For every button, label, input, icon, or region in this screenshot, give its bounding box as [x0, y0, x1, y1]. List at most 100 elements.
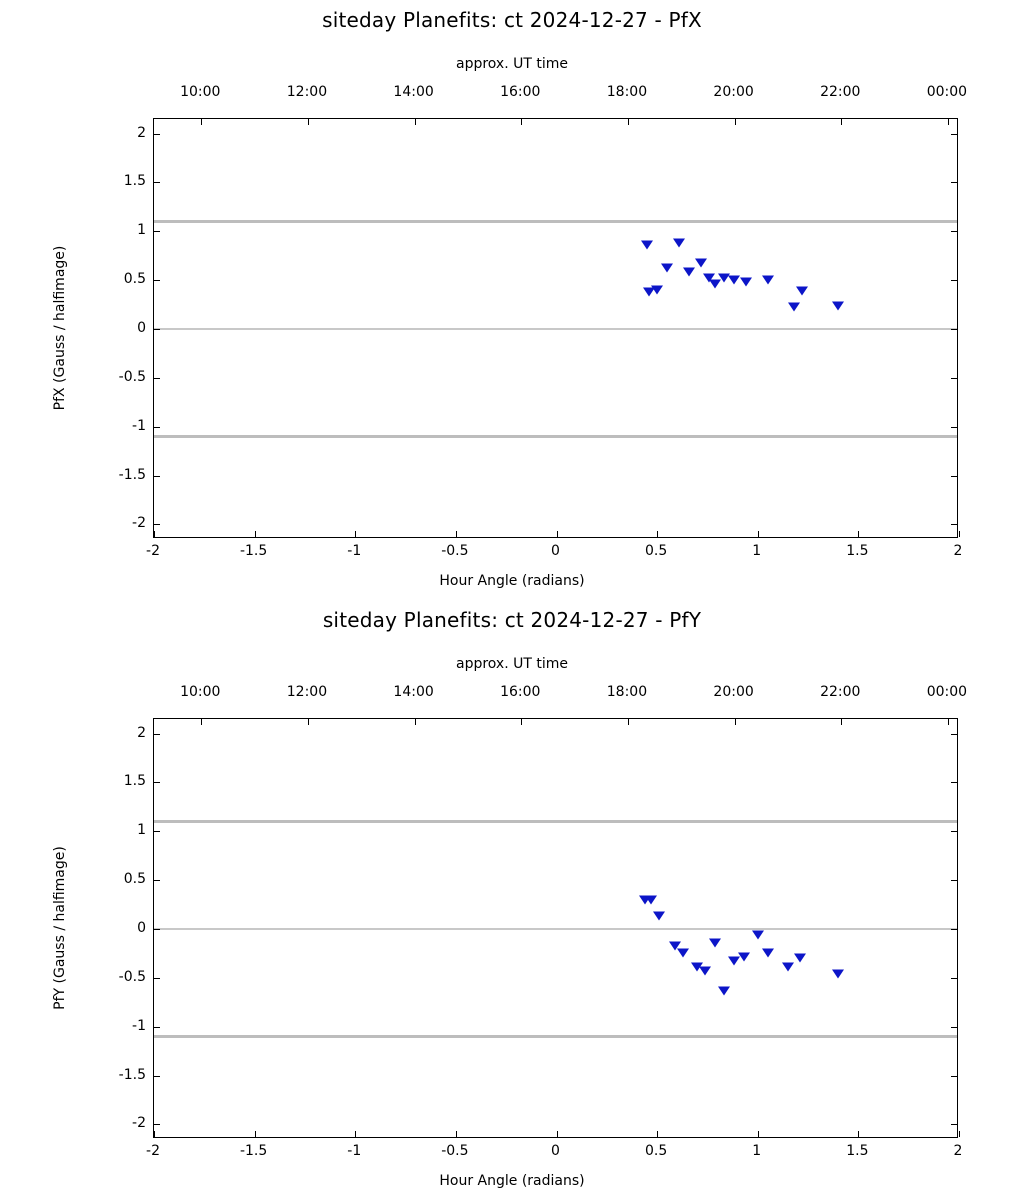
y-axis-tick [154, 524, 160, 526]
top-axis-tick [414, 119, 416, 125]
y-axis-tick [154, 377, 160, 379]
top-axis-tick-label: 22:00 [820, 684, 861, 700]
data-point-marker [794, 953, 806, 963]
x-axis-title: Hour Angle (radians) [439, 573, 585, 589]
top-axis-tick-label: 12:00 [286, 84, 328, 100]
data-point-marker [651, 285, 664, 295]
data-point-marker [661, 263, 674, 273]
data-point-marker [709, 938, 722, 948]
x-axis-tick-label: 2 [953, 1143, 963, 1159]
top-axis-tick [627, 719, 629, 725]
y-axis-tick-label: 2 [137, 124, 146, 141]
top-axis-tick-label: 18:00 [606, 684, 648, 700]
x-axis-tick [154, 1131, 155, 1137]
discard-threshold-line [154, 434, 957, 438]
data-point-marker [643, 287, 656, 297]
x-axis-tick-label: -1.5 [239, 543, 268, 559]
y-axis-tick-right [951, 929, 957, 930]
y-axis-tick [154, 782, 160, 784]
x-axis-tick-label: -0.5 [441, 1143, 469, 1159]
top-axis-tick-label: 10:00 [180, 84, 221, 100]
data-point-marker [761, 275, 774, 285]
zero-reference-line [154, 928, 957, 930]
top-axis-tick-label: 18:00 [606, 84, 648, 100]
y-axis-tick [154, 831, 160, 833]
x-axis-tick [757, 531, 759, 537]
x-axis-tick [455, 531, 457, 537]
x-axis-title-2: Hour Angle (radians) [439, 1173, 585, 1189]
x-axis-tick-label: 2 [953, 543, 963, 559]
top-axis-tick [307, 119, 309, 125]
y-axis-tick [154, 280, 160, 282]
top-axis-title-2: approx. UT time [456, 656, 568, 672]
y-axis-tick [154, 231, 160, 233]
top-axis-tick [201, 119, 203, 125]
data-point-marker [787, 302, 800, 312]
y-axis-tick-right [951, 231, 957, 233]
y-axis-tick-right [951, 831, 957, 833]
y-axis-tick [154, 1075, 160, 1077]
data-point-marker [739, 277, 752, 287]
y-axis-tick-label: 1 [137, 222, 146, 239]
y-axis-tick-label: -2 [132, 515, 146, 532]
data-point-marker [717, 273, 730, 283]
data-point-marker [832, 969, 845, 979]
top-axis-tick-label: 20:00 [713, 84, 754, 100]
y-axis-tick [154, 329, 160, 330]
chart-panel-pfy: siteday Planefits: ct 2024-12-27 - PfY a… [0, 600, 1024, 1200]
x-axis-tick-label: 1.5 [846, 1143, 869, 1159]
data-point-marker [639, 895, 652, 905]
y-axis-tick-label: 1.5 [123, 173, 146, 190]
y-axis-tick-label: 1.5 [123, 773, 146, 790]
discard-threshold-line [154, 1034, 957, 1038]
y-axis-tick-label: -1.5 [118, 1066, 146, 1083]
x-axis-tick-label: -0.5 [441, 543, 469, 559]
top-axis-tick [521, 719, 523, 725]
top-axis-tick-label: 16:00 [500, 684, 541, 700]
data-point-marker [703, 273, 716, 283]
x-axis-tick-label: 0.5 [644, 543, 668, 559]
data-point-marker [677, 948, 690, 958]
y-axis-tick [154, 880, 160, 882]
x-axis-tick [959, 531, 960, 537]
top-axis-tick [841, 119, 843, 125]
x-axis-tick-label: -2 [146, 543, 160, 559]
y-axis-tick [154, 977, 160, 979]
data-point-marker [717, 986, 730, 996]
data-point-marker [653, 911, 666, 921]
data-point-marker [683, 267, 696, 277]
y-axis-tick-right [951, 475, 957, 477]
y-axis-tick-right [951, 329, 957, 330]
x-axis-tick [556, 531, 558, 537]
data-point-marker [691, 962, 704, 972]
data-point-marker [673, 238, 686, 248]
data-point-marker [699, 966, 712, 976]
y-axis-tick-right [951, 1026, 957, 1028]
x-axis-tick-label: -2 [146, 1143, 160, 1159]
data-point-marker [727, 275, 740, 285]
x-axis-tick [556, 1131, 558, 1137]
data-point-marker [751, 930, 764, 940]
top-axis-tick [841, 719, 843, 725]
y-axis-tick-right [951, 377, 957, 379]
top-axis-tick [201, 719, 203, 725]
top-axis-tick-label: 00:00 [926, 684, 968, 700]
data-point-marker [645, 895, 658, 905]
y-axis-tick [154, 426, 160, 428]
x-axis-tick [355, 1131, 357, 1137]
top-axis-tick-label: 14:00 [393, 84, 434, 100]
x-axis-tick [657, 1131, 659, 1137]
y-axis-tick-label: 2 [137, 724, 146, 741]
y-axis-tick-label: -0.5 [118, 968, 146, 985]
x-axis-tick-label: 1.5 [846, 543, 869, 559]
data-point-marker [641, 240, 654, 250]
page-title-2: siteday Planefits: ct 2024-12-27 - PfY [322, 608, 702, 632]
y-axis-tick-right [951, 1124, 957, 1126]
top-axis-tick [627, 119, 629, 125]
y-axis-title: PfX (Gauss / halfimage) [52, 245, 68, 411]
y-axis-tick-right [951, 1075, 957, 1077]
y-axis-tick-label: 0 [137, 920, 146, 936]
y-axis-tick-label: 0.5 [123, 871, 146, 888]
x-axis-tick-label: -1.5 [239, 1143, 268, 1159]
